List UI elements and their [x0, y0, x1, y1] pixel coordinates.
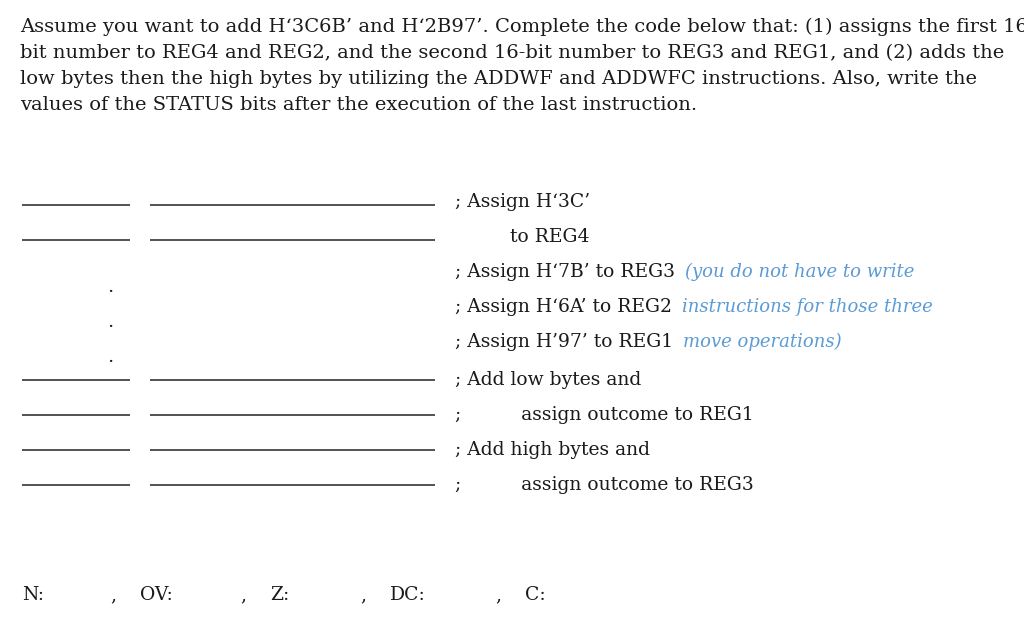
Text: low bytes then the high bytes by utilizing the ADDWF and ADDWFC instructions. Al: low bytes then the high bytes by utilizi… [20, 70, 977, 88]
Text: move operations): move operations) [683, 333, 842, 351]
Text: ; Add low bytes and: ; Add low bytes and [455, 371, 641, 389]
Text: ;          assign outcome to REG1: ; assign outcome to REG1 [455, 406, 754, 424]
Text: Z:: Z: [270, 586, 289, 604]
Text: DC:: DC: [390, 586, 426, 604]
Text: Assume you want to add H‘3C6B’ and H‘2B97’. Complete the code below that: (1) as: Assume you want to add H‘3C6B’ and H‘2B9… [20, 18, 1024, 36]
Text: ,: , [240, 586, 246, 604]
Text: C:: C: [525, 586, 546, 604]
Text: ;          assign outcome to REG3: ; assign outcome to REG3 [455, 476, 754, 494]
Text: ; Add high bytes and: ; Add high bytes and [455, 441, 650, 459]
Text: N:: N: [22, 586, 44, 604]
Text: (you do not have to write: (you do not have to write [685, 263, 914, 281]
Text: OV:: OV: [140, 586, 173, 604]
Text: to REG4: to REG4 [510, 228, 590, 246]
Text: ; Assign H‘3C’: ; Assign H‘3C’ [455, 193, 590, 211]
Text: instructions for those three: instructions for those three [682, 298, 933, 316]
Text: ; Assign H‘7B’ to REG3: ; Assign H‘7B’ to REG3 [455, 263, 681, 281]
Text: ; Assign H’97’ to REG1: ; Assign H’97’ to REG1 [455, 333, 679, 351]
Text: ,: , [360, 586, 366, 604]
Text: .: . [106, 348, 113, 366]
Text: values of the STATUS bits after the execution of the last instruction.: values of the STATUS bits after the exec… [20, 96, 697, 114]
Text: ,: , [495, 586, 501, 604]
Text: ,: , [110, 586, 116, 604]
Text: .: . [106, 278, 113, 296]
Text: bit number to REG4 and REG2, and the second 16-bit number to REG3 and REG1, and : bit number to REG4 and REG2, and the sec… [20, 44, 1005, 62]
Text: ; Assign H‘6A’ to REG2: ; Assign H‘6A’ to REG2 [455, 298, 678, 316]
Text: .: . [106, 313, 113, 331]
